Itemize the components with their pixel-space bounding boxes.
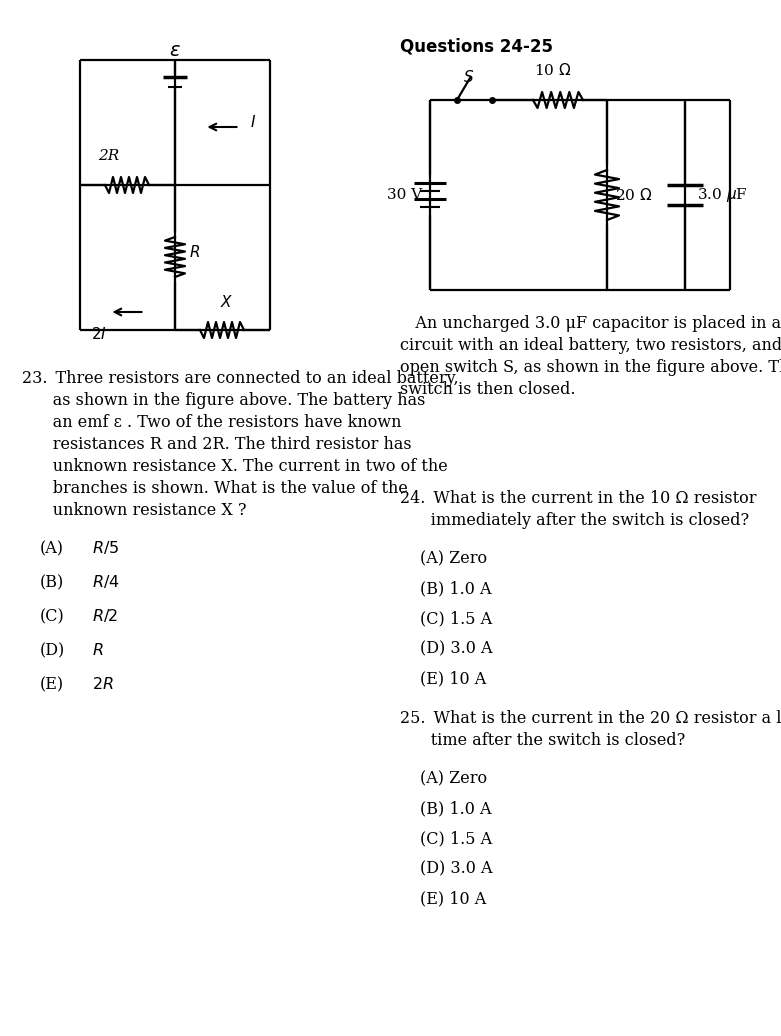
Text: unknown resistance X. The current in two of the: unknown resistance X. The current in two… — [22, 458, 448, 474]
Text: 20 $\Omega$: 20 $\Omega$ — [615, 188, 652, 203]
Text: (E): (E) — [40, 677, 64, 693]
Text: $\mathit{2R}$: $\mathit{2R}$ — [92, 677, 114, 693]
Text: 3.0 $\mu$F: 3.0 $\mu$F — [697, 186, 747, 204]
Text: (C): (C) — [40, 608, 65, 625]
Text: (E) 10 A: (E) 10 A — [420, 670, 487, 687]
Text: 30 V: 30 V — [387, 188, 422, 202]
Text: Questions 24-25: Questions 24-25 — [400, 38, 553, 56]
Text: (C) 1.5 A: (C) 1.5 A — [420, 830, 492, 847]
Text: $2I$: $2I$ — [91, 326, 107, 342]
Text: branches is shown. What is the value of the: branches is shown. What is the value of … — [22, 480, 408, 497]
Text: (E) 10 A: (E) 10 A — [420, 890, 487, 906]
Text: an emf ε . Two of the resistors have known: an emf ε . Two of the resistors have kno… — [22, 414, 401, 431]
Text: 25. What is the current in the 20 Ω resistor a long: 25. What is the current in the 20 Ω resi… — [400, 710, 781, 727]
Text: 23. Three resistors are connected to an ideal battery,: 23. Three resistors are connected to an … — [22, 370, 458, 387]
Text: 2R: 2R — [98, 149, 119, 163]
Text: $\mathit{R/5}$: $\mathit{R/5}$ — [92, 540, 119, 557]
Text: $\mathit{R/2}$: $\mathit{R/2}$ — [92, 608, 119, 625]
Text: $X$: $X$ — [220, 294, 234, 310]
Text: resistances R and 2R. The third resistor has: resistances R and 2R. The third resistor… — [22, 436, 412, 453]
Text: open switch S, as shown in the figure above. The: open switch S, as shown in the figure ab… — [400, 359, 781, 376]
Text: as shown in the figure above. The battery has: as shown in the figure above. The batter… — [22, 392, 426, 409]
Text: (A): (A) — [40, 540, 64, 557]
Text: (A) Zero: (A) Zero — [420, 550, 487, 567]
Text: An uncharged 3.0 μF capacitor is placed in a: An uncharged 3.0 μF capacitor is placed … — [400, 315, 781, 332]
Text: $S$: $S$ — [463, 69, 475, 85]
Text: $\mathit{R}$: $\mathit{R}$ — [92, 642, 104, 659]
Text: $\varepsilon$: $\varepsilon$ — [169, 42, 181, 60]
Text: immediately after the switch is closed?: immediately after the switch is closed? — [400, 512, 749, 529]
Text: $R$: $R$ — [189, 244, 200, 260]
Text: (D) 3.0 A: (D) 3.0 A — [420, 860, 493, 877]
Text: (D) 3.0 A: (D) 3.0 A — [420, 640, 493, 657]
Text: $\mathit{R/4}$: $\mathit{R/4}$ — [92, 574, 119, 591]
Text: (B) 1.0 A: (B) 1.0 A — [420, 580, 491, 597]
Text: (B): (B) — [40, 574, 64, 591]
Text: 24. What is the current in the 10 Ω resistor: 24. What is the current in the 10 Ω resi… — [400, 490, 757, 507]
Text: (D): (D) — [40, 642, 66, 659]
Text: (C) 1.5 A: (C) 1.5 A — [420, 610, 492, 627]
Text: 10 $\Omega$: 10 $\Omega$ — [534, 62, 572, 78]
Text: unknown resistance X ?: unknown resistance X ? — [22, 502, 247, 519]
Text: time after the switch is closed?: time after the switch is closed? — [400, 732, 685, 749]
Text: $I$: $I$ — [250, 114, 256, 130]
Text: (A) Zero: (A) Zero — [420, 770, 487, 787]
Text: (B) 1.0 A: (B) 1.0 A — [420, 800, 491, 817]
Text: switch is then closed.: switch is then closed. — [400, 381, 576, 398]
Text: circuit with an ideal battery, two resistors, and an: circuit with an ideal battery, two resis… — [400, 337, 781, 354]
